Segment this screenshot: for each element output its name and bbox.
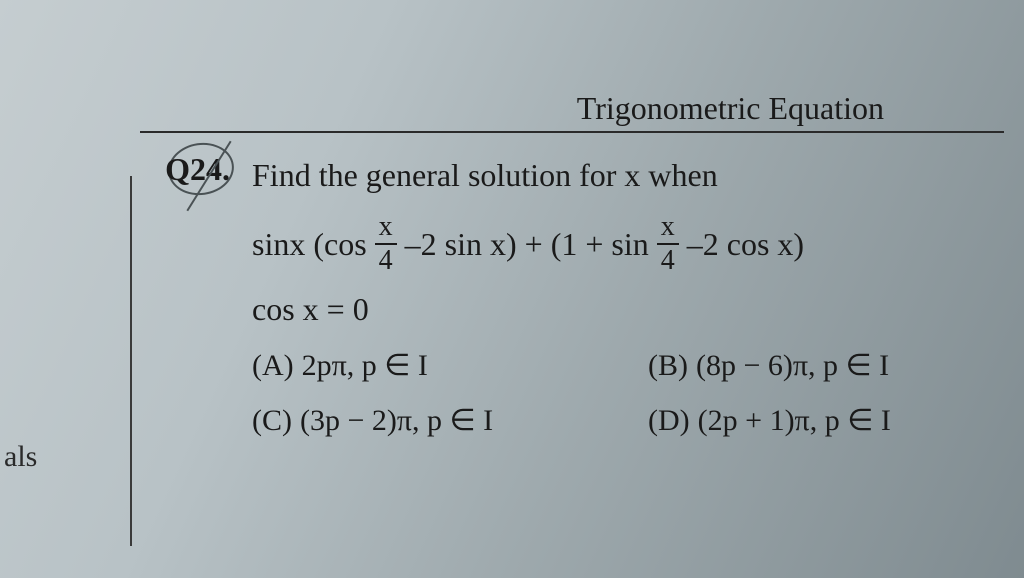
option-c: (C) (3p − 2)π, p ∈ I	[252, 398, 608, 443]
options-grid: (A) 2pπ, p ∈ I (B) (8p − 6)π, p ∈ I (C) …	[252, 343, 1004, 443]
fraction-1: x 4	[375, 213, 397, 275]
option-text: (3p − 2)π, p ∈ I	[300, 398, 493, 443]
option-text: (2p + 1)π, p ∈ I	[698, 398, 891, 443]
page-content: Trigonometric Equation Q24. Find the gen…	[140, 90, 1004, 443]
fraction-numerator: x	[657, 213, 679, 241]
fraction-2: x 4	[657, 213, 679, 275]
question-stem: Find the general solution for x when	[252, 151, 1004, 199]
column-rule	[130, 176, 132, 546]
option-d: (D) (2p + 1)π, p ∈ I	[648, 398, 1004, 443]
margin-fragment: als	[4, 440, 37, 474]
eq-text: cos x = 0	[252, 285, 369, 333]
option-text: (8p − 6)π, p ∈ I	[696, 343, 889, 388]
option-letter: (C)	[252, 398, 292, 443]
equation-line-1: sinx (cos x 4 –2 sin x) + (1 + sin x 4 –…	[252, 213, 1004, 275]
question-body: Find the general solution for x when sin…	[252, 151, 1004, 443]
eq-text: –2 cos x)	[687, 220, 804, 268]
section-title: Trigonometric Equation	[140, 90, 1004, 133]
option-b: (B) (8p − 6)π, p ∈ I	[648, 343, 1004, 388]
question-number-wrap: Q24.	[140, 151, 230, 188]
option-letter: (B)	[648, 343, 688, 388]
question-block: Q24. Find the general solution for x whe…	[140, 151, 1004, 443]
fraction-denominator: 4	[375, 247, 397, 275]
fraction-numerator: x	[375, 213, 397, 241]
option-text: 2pπ, p ∈ I	[302, 343, 428, 388]
fraction-denominator: 4	[657, 247, 679, 275]
eq-text: sinx (cos	[252, 220, 367, 268]
eq-text: –2 sin x) + (1 + sin	[405, 220, 649, 268]
option-a: (A) 2pπ, p ∈ I	[252, 343, 608, 388]
option-letter: (A)	[252, 343, 294, 388]
equation-line-2: cos x = 0	[252, 285, 1004, 333]
option-letter: (D)	[648, 398, 690, 443]
